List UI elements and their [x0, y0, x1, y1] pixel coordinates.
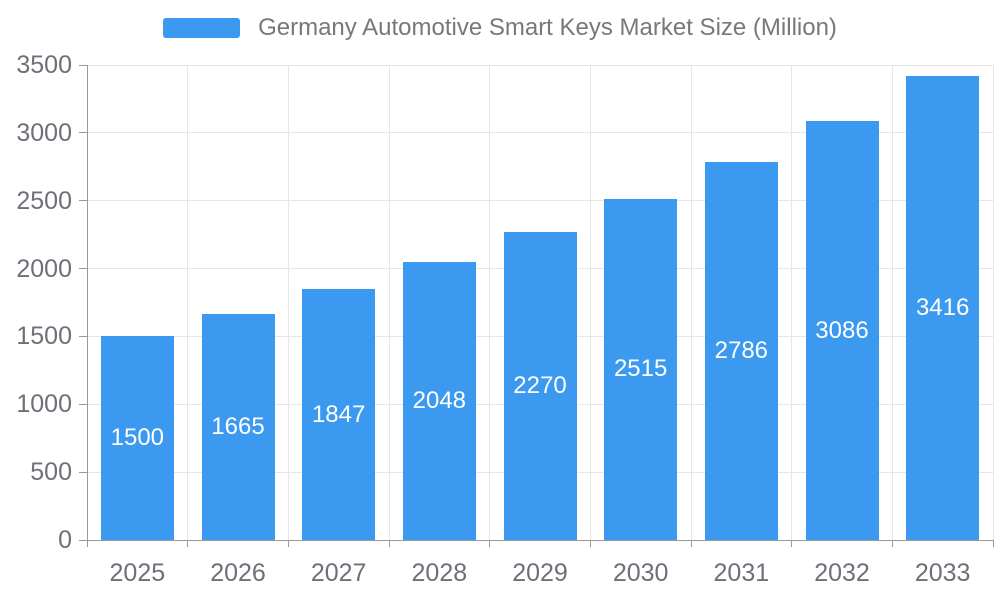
- x-axis-tick-label: 2027: [310, 559, 367, 587]
- bar-2026[interactable]: [201, 314, 275, 540]
- x-axis-tick: [690, 540, 692, 547]
- legend-swatch-icon: [163, 18, 241, 38]
- legend-item[interactable]: Germany Automotive Smart Keys Market Siz…: [163, 14, 837, 42]
- x-gridline: [287, 65, 289, 540]
- x-axis-tick: [992, 540, 994, 547]
- y-axis-tick: [79, 268, 87, 270]
- y-axis-tick-label: 2000: [16, 254, 72, 283]
- x-axis-tick-label: 2030: [612, 559, 669, 587]
- x-axis-tick: [589, 540, 591, 547]
- x-axis-tick: [489, 540, 491, 547]
- bar-2031[interactable]: [704, 161, 778, 540]
- bar-2027[interactable]: [302, 289, 376, 540]
- x-axis-tick: [791, 540, 793, 547]
- x-axis-line: [87, 539, 993, 541]
- y-axis-tick-label: 3500: [16, 51, 72, 79]
- x-axis-tick-label: 2032: [814, 559, 870, 587]
- y-axis-tick: [79, 335, 87, 337]
- y-axis-line: [86, 65, 88, 547]
- y-axis-tick-label: 0: [58, 526, 72, 554]
- x-axis-tick: [187, 540, 189, 547]
- bar-value-label: 1500: [110, 424, 165, 452]
- bar-2028[interactable]: [402, 262, 476, 540]
- y-gridline: [87, 132, 993, 134]
- bar-value-label: 3416: [915, 294, 970, 322]
- x-axis-tick-label: 2033: [914, 559, 971, 587]
- x-gridline: [388, 65, 390, 540]
- x-axis-tick: [388, 540, 390, 547]
- x-gridline: [891, 65, 893, 540]
- bar-value-label: 2048: [412, 387, 467, 415]
- bar-value-label: 3086: [815, 316, 869, 344]
- bar-value-label: 2786: [714, 336, 769, 364]
- x-axis-tick: [287, 540, 289, 547]
- x-gridline: [791, 65, 793, 540]
- x-axis-tick-label: 2026: [210, 559, 266, 587]
- x-axis-tick-label: 2028: [411, 559, 468, 587]
- y-axis-tick-label: 1500: [16, 322, 72, 351]
- y-gridline: [87, 200, 993, 202]
- x-gridline: [992, 65, 994, 540]
- x-axis-tick-label: 2031: [713, 559, 770, 587]
- x-gridline: [489, 65, 491, 540]
- bar-2032[interactable]: [805, 121, 879, 540]
- x-gridline: [589, 65, 591, 540]
- y-axis-tick: [79, 64, 87, 66]
- y-axis-tick: [79, 539, 87, 541]
- legend: Germany Automotive Smart Keys Market Siz…: [0, 14, 1000, 42]
- bar-2029[interactable]: [503, 231, 577, 540]
- y-axis-tick-label: 1000: [16, 390, 72, 419]
- bar-2025[interactable]: [100, 336, 174, 540]
- y-axis-tick: [79, 132, 87, 134]
- y-axis-tick: [79, 200, 87, 202]
- y-axis-tick-label: 500: [30, 458, 72, 487]
- y-axis-tick-label: 2500: [16, 186, 72, 215]
- y-axis-tick: [79, 403, 87, 405]
- bar-value-label: 1847: [311, 400, 366, 428]
- x-gridline: [690, 65, 692, 540]
- bar-value-label: 2270: [513, 371, 567, 399]
- x-axis-tick: [891, 540, 893, 547]
- bar-2033[interactable]: [906, 76, 980, 540]
- x-axis-tick-label: 2025: [109, 559, 166, 587]
- x-axis-tick-label: 2029: [512, 559, 568, 587]
- bar-value-label: 1665: [211, 413, 265, 441]
- bar-value-label: 2515: [613, 355, 668, 383]
- y-axis-tick: [79, 471, 87, 473]
- y-axis-tick-label: 3000: [16, 118, 72, 147]
- x-gridline: [187, 65, 189, 540]
- bar-2030[interactable]: [604, 198, 678, 540]
- y-gridline: [87, 64, 993, 66]
- legend-label: Germany Automotive Smart Keys Market Siz…: [258, 14, 837, 41]
